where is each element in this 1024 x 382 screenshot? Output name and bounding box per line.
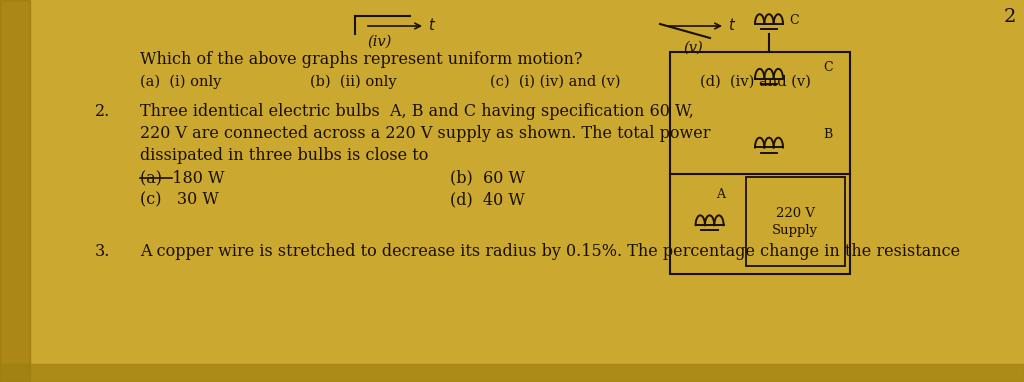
Text: 220 V
Supply: 220 V Supply — [772, 207, 818, 236]
Text: (iv): (iv) — [368, 35, 392, 49]
Text: t: t — [428, 18, 434, 34]
Text: A copper wire is stretched to decrease its radius by 0.15%. The percentage chang: A copper wire is stretched to decrease i… — [140, 243, 961, 261]
Text: (a)  180 W: (a) 180 W — [140, 170, 224, 186]
Bar — [0, 364, 1024, 382]
Text: t: t — [728, 18, 734, 34]
Text: (b)  (ii) only: (b) (ii) only — [310, 75, 396, 89]
Text: (a)  (i) only: (a) (i) only — [140, 75, 221, 89]
Text: C: C — [823, 61, 834, 74]
Text: Three identical electric bulbs  A, B and C having specification 60 W,: Three identical electric bulbs A, B and … — [140, 104, 694, 120]
Text: 220 V are connected across a 220 V supply as shown. The total power: 220 V are connected across a 220 V suppl… — [140, 126, 711, 142]
Text: (d)  (iv) and (v): (d) (iv) and (v) — [700, 75, 811, 89]
Text: (c)  (i) (iv) and (v): (c) (i) (iv) and (v) — [490, 75, 621, 89]
Text: (c)   30 W: (c) 30 W — [140, 191, 219, 209]
Bar — [0, 0, 30, 382]
Text: dissipated in three bulbs is close to: dissipated in three bulbs is close to — [140, 147, 428, 165]
Text: (b)  60 W: (b) 60 W — [450, 170, 525, 186]
Text: 2.: 2. — [95, 104, 111, 120]
Text: Which of the above graphs represent uniform motion?: Which of the above graphs represent unif… — [140, 52, 583, 68]
Text: A: A — [716, 188, 725, 201]
Bar — [745, 177, 845, 266]
Text: B: B — [823, 128, 834, 141]
Bar — [670, 52, 850, 274]
Text: (d)  40 W: (d) 40 W — [450, 191, 525, 209]
Text: 3.: 3. — [95, 243, 111, 261]
Text: 2: 2 — [1004, 8, 1016, 26]
Text: (v): (v) — [683, 41, 702, 55]
Text: C: C — [790, 13, 799, 26]
